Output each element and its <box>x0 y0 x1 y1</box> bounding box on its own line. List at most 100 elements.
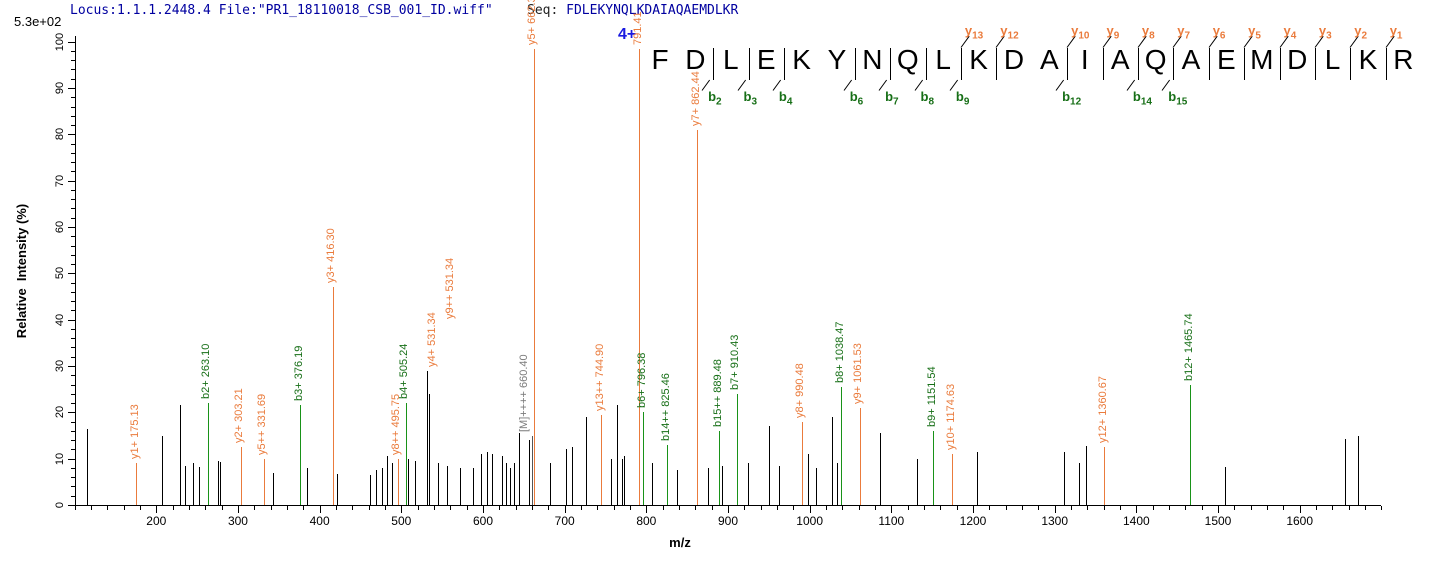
peak <box>415 460 417 505</box>
y-minor-tick <box>70 162 75 164</box>
peak-label-text: y2+ 303.21 <box>233 388 246 444</box>
y-minor-tick <box>70 477 75 479</box>
peak <box>808 454 810 505</box>
peak <box>501 456 503 505</box>
x-minor-tick <box>597 506 599 510</box>
x-minor-tick <box>1201 506 1203 510</box>
y-minor-tick <box>70 254 75 256</box>
peak <box>624 456 626 505</box>
annotated-peak <box>736 393 738 505</box>
y-ion-label: y2 <box>1354 23 1368 42</box>
x-tick-label: 1000 <box>796 514 823 528</box>
x-axis-line <box>74 505 1382 506</box>
residue-letter: A <box>1040 44 1059 75</box>
x-minor-tick <box>417 506 419 510</box>
x-minor-tick <box>613 506 615 510</box>
x-major-tick <box>319 506 321 513</box>
y-minor-tick <box>70 440 75 442</box>
peak <box>779 465 781 505</box>
peak <box>616 405 618 505</box>
peak-label-text: y3+ 416.30 <box>325 228 338 284</box>
x-minor-tick <box>1332 506 1334 510</box>
peak <box>179 405 181 505</box>
x-tick-label: 1300 <box>1041 514 1069 528</box>
y-minor-tick <box>70 217 75 219</box>
y-ion-label: y6 <box>1212 23 1226 42</box>
x-tick-label: 500 <box>391 514 412 528</box>
peak <box>381 467 383 505</box>
y-major-tick <box>67 41 75 43</box>
peak <box>487 451 489 505</box>
y-ion-label: y5 <box>1248 23 1261 42</box>
x-minor-tick <box>1250 506 1252 510</box>
y-minor-tick <box>70 467 75 469</box>
x-minor-tick <box>1005 506 1007 510</box>
b-ion-label: b9 <box>955 89 970 108</box>
y-tick-label: 0 <box>53 501 66 509</box>
y-minor-tick <box>70 189 75 191</box>
x-minor-tick <box>678 506 680 510</box>
y-minor-tick <box>70 199 75 201</box>
peak <box>162 435 164 505</box>
y-minor-tick <box>70 356 75 358</box>
peak <box>370 474 372 505</box>
cleavage-bar <box>783 48 785 80</box>
b-ion-label: b8 <box>920 89 935 108</box>
x-minor-tick <box>188 506 190 510</box>
peak <box>460 467 462 505</box>
y-minor-tick <box>70 495 75 497</box>
peak <box>1079 463 1081 505</box>
y-tick-label: 50 <box>53 267 66 280</box>
x-minor-tick <box>1185 506 1187 510</box>
peak <box>549 463 551 505</box>
cleavage-bar <box>1314 48 1316 80</box>
residue-letter: I <box>1080 44 1089 75</box>
y-minor-tick <box>70 264 75 266</box>
y-major-tick <box>67 319 75 321</box>
b-ion-label: b4 <box>778 89 793 108</box>
y-tick-label: 10 <box>53 452 66 465</box>
y-major-tick <box>67 134 75 136</box>
cleavage-bar <box>854 48 856 80</box>
peak-label-text: y8++ 495.75 <box>390 393 403 455</box>
peak <box>722 465 724 505</box>
x-minor-tick <box>1103 506 1105 510</box>
x-major-tick <box>401 506 403 513</box>
x-tick-label: 1200 <box>959 514 987 528</box>
y-minor-tick <box>70 393 75 395</box>
cleavage-bar <box>1102 48 1104 80</box>
peak <box>218 460 220 505</box>
annotated-peak <box>397 458 399 505</box>
x-minor-tick <box>433 506 435 510</box>
y-minor-tick <box>70 125 75 127</box>
peak <box>879 433 881 505</box>
x-major-tick <box>1299 506 1301 513</box>
y-major-tick <box>67 227 75 229</box>
residue-letter: Q <box>1144 44 1167 75</box>
annotated-peak <box>405 403 407 505</box>
peak <box>509 467 511 505</box>
annotated-peak <box>639 48 641 505</box>
x-minor-tick <box>826 506 827 510</box>
residue-letter: M <box>1250 44 1274 75</box>
peak <box>428 393 430 505</box>
peak <box>193 463 195 505</box>
y-tick-label: 20 <box>53 406 66 419</box>
peak <box>387 456 389 505</box>
x-minor-tick <box>875 506 876 510</box>
y-major-tick <box>67 412 75 414</box>
peak <box>977 451 979 505</box>
peak <box>473 467 475 505</box>
y-minor-tick <box>70 236 75 238</box>
residue-letter: F <box>651 44 669 75</box>
y-ion-label: y7 <box>1177 23 1191 42</box>
y-minor-tick <box>70 347 75 349</box>
residue-letter: A <box>1181 44 1201 75</box>
peak <box>1344 438 1346 505</box>
x-tick-label: 1600 <box>1286 514 1314 528</box>
y-major-tick <box>67 366 75 367</box>
cleavage-bar <box>925 48 927 80</box>
